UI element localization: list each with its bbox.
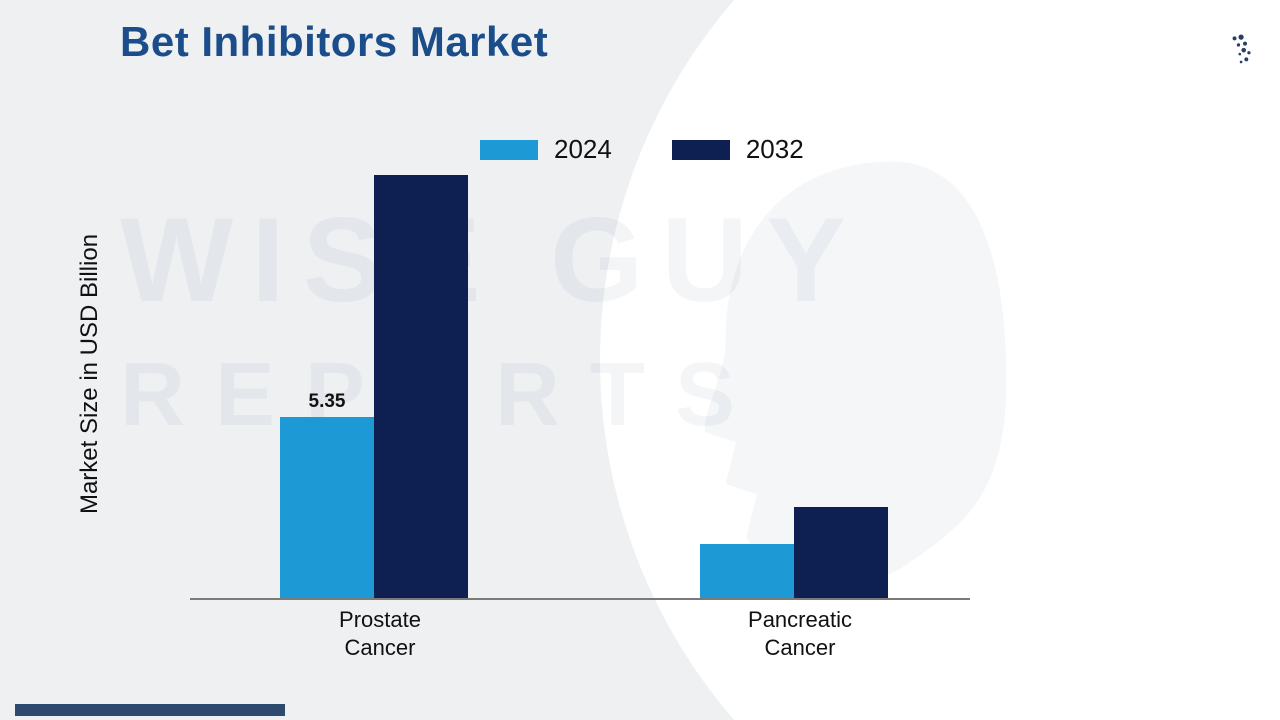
- bar: [374, 175, 468, 598]
- chart: Market Size in USD Billion 5.35ProstateC…: [70, 160, 970, 650]
- bar: [700, 544, 794, 598]
- legend-swatch-2024: [480, 140, 538, 160]
- bar-value-label: 5.35: [280, 391, 374, 413]
- y-axis-label: Market Size in USD Billion: [76, 154, 104, 594]
- category-label: ProstateCancer: [280, 606, 480, 661]
- bottom-accent-bar: [15, 704, 285, 716]
- bar: 5.35: [280, 417, 374, 598]
- logo-head-icon: [1194, 24, 1262, 96]
- stage: WISE GUY REPORTS Bet Inhibitors Market 2…: [0, 0, 1280, 720]
- chart-title: Bet Inhibitors Market: [120, 18, 548, 66]
- legend-swatch-2032: [672, 140, 730, 160]
- brand-logo: WISE GUY R E P O R T S: [1036, 14, 1256, 69]
- category-label: PancreaticCancer: [700, 606, 900, 661]
- bar: [794, 507, 888, 598]
- plot-area: 5.35ProstateCancerPancreaticCancer: [190, 160, 970, 600]
